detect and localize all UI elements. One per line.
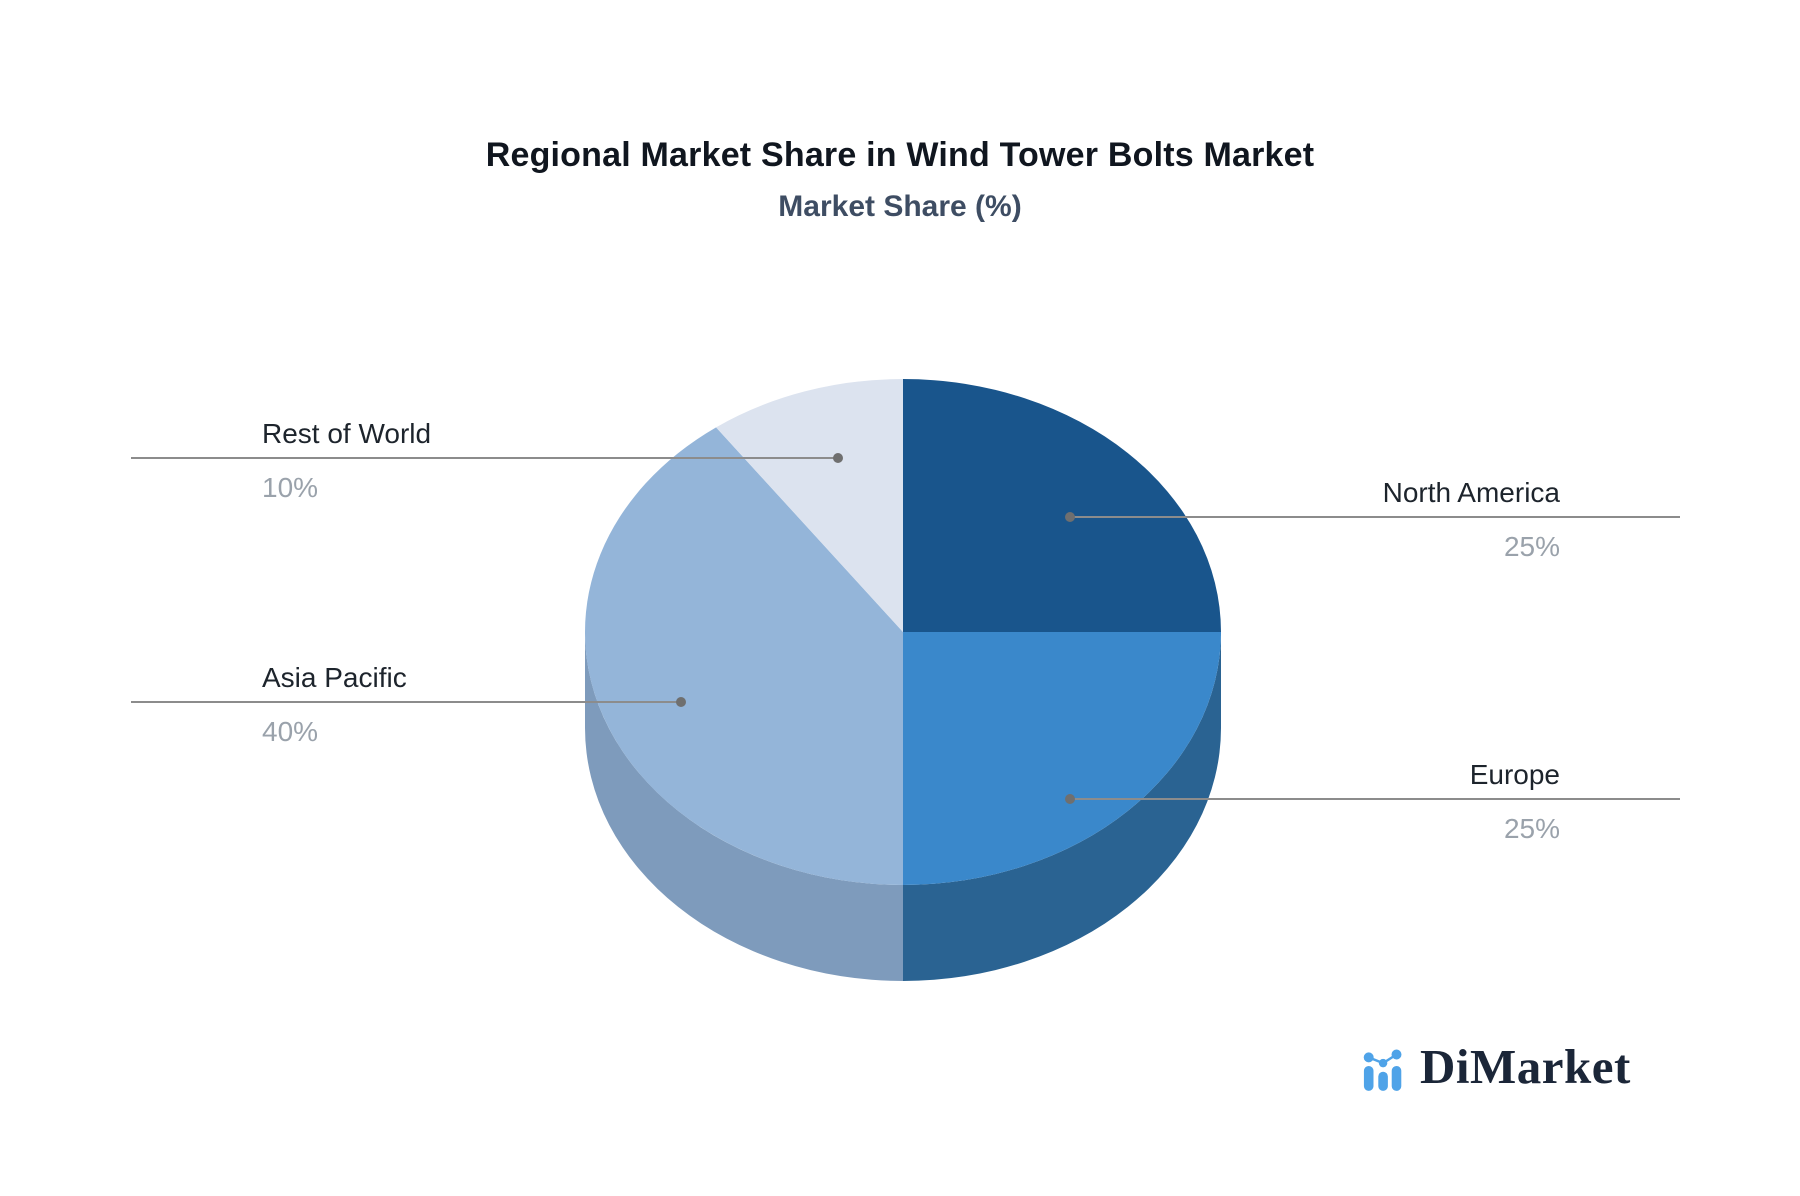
pie-slice-side-europe[interactable]: [903, 632, 1221, 981]
pie-slice-side-asia-pacific[interactable]: [585, 632, 903, 981]
pie-slice-north-america[interactable]: [903, 379, 1221, 632]
pie-slice-rest-of-world[interactable]: [716, 379, 903, 632]
logo-text: DiMarket: [1420, 1039, 1631, 1094]
pie-slice-asia-pacific[interactable]: [585, 427, 903, 885]
chart-subtitle: Market Share (%): [778, 190, 1022, 223]
mini-bar-line-chart-icon: [1363, 1049, 1402, 1091]
slice-label-value: 25%: [1503, 813, 1560, 844]
slice-label-value: 25%: [1503, 531, 1560, 562]
leader-dot-europe: [1065, 794, 1075, 804]
leader-dot-north-america: [1065, 512, 1075, 522]
slice-label-value: 10%: [262, 472, 319, 503]
dimarket-logo[interactable]: DiMarket: [1362, 1038, 1631, 1092]
pie-slice-europe[interactable]: [903, 632, 1221, 885]
slice-label-value: 40%: [262, 716, 319, 747]
slice-label-name: Rest of World: [262, 418, 432, 449]
leader-dot-rest-of-world: [833, 453, 843, 463]
slice-label-name: Europe: [1469, 759, 1560, 790]
leader-dot-asia-pacific: [676, 697, 686, 707]
slice-label-name: North America: [1382, 477, 1560, 508]
chart-title: Regional Market Share in Wind Tower Bolt…: [485, 136, 1315, 174]
slice-label-name: Asia Pacific: [262, 662, 407, 693]
